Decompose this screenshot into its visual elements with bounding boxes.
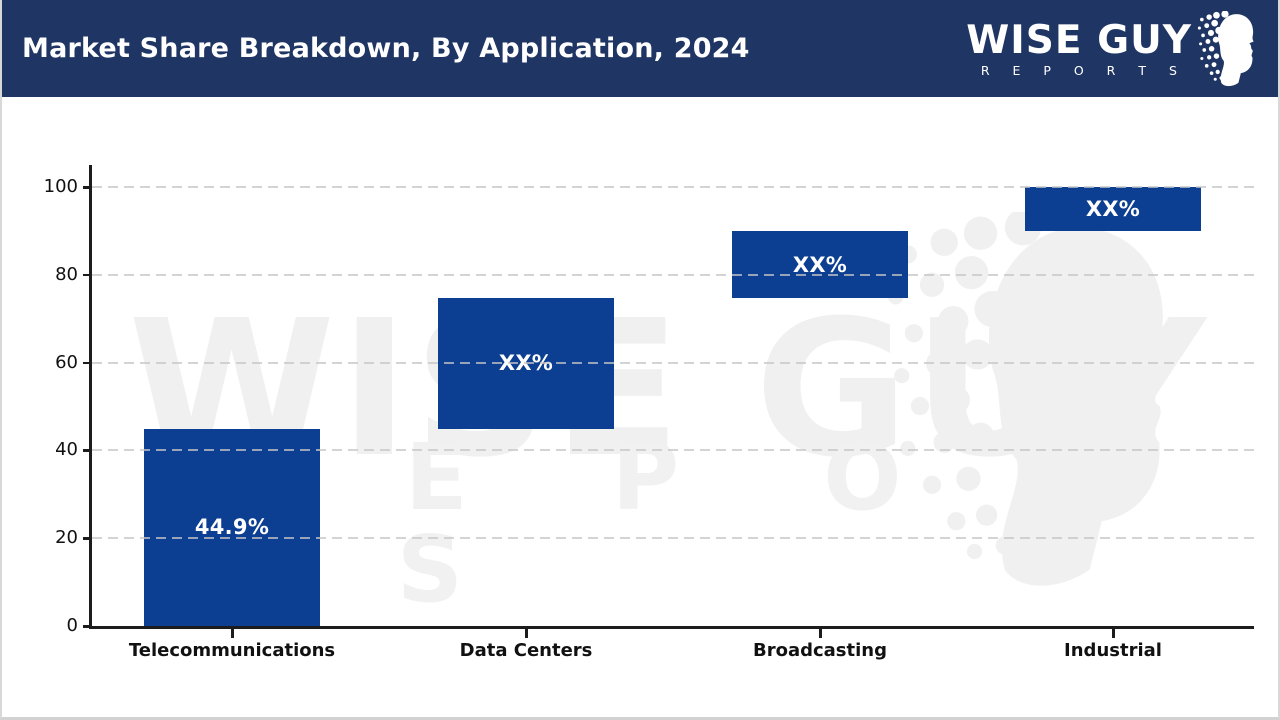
bar-value-label: 44.9% — [194, 515, 270, 540]
gridline — [92, 361, 1254, 364]
y-tick-label: 40 — [55, 439, 78, 461]
y-tick — [83, 273, 92, 277]
y-tick — [83, 537, 92, 540]
bar-value-label: XX% — [792, 252, 848, 277]
gridline — [92, 186, 1254, 188]
gridline — [92, 537, 1254, 540]
x-tick — [525, 629, 528, 638]
gridline — [92, 449, 1254, 452]
page-title: Market Share Breakdown, By Application, … — [22, 33, 750, 64]
y-tick — [83, 361, 92, 365]
x-category-label: Industrial — [1064, 640, 1162, 661]
y-tick-label: 0 — [66, 615, 78, 636]
bar-value-label: XX% — [1085, 197, 1141, 222]
logo-text: WISE GUY R E P O R T S — [966, 21, 1192, 78]
x-tick — [819, 629, 822, 638]
x-axis — [89, 626, 1254, 629]
y-tick-label: 60 — [55, 351, 78, 373]
y-tick-label: 20 — [55, 527, 78, 549]
x-category-label: Telecommunications — [128, 640, 336, 661]
x-category-label: Data Centers — [459, 640, 593, 661]
y-tick-label: 80 — [55, 263, 78, 285]
y-tick — [83, 625, 92, 628]
gridline — [92, 273, 1254, 276]
wiseguy-head-icon — [1194, 10, 1256, 89]
y-axis — [89, 165, 92, 629]
logo-reports: R E P O R T S — [980, 63, 1187, 78]
header-bar: Market Share Breakdown, By Application, … — [2, 0, 1278, 97]
bar-broadcasting: XX% — [732, 231, 908, 299]
bar-industrial: XX% — [1025, 187, 1201, 232]
y-tick-label: 100 — [43, 176, 78, 197]
y-tick — [83, 186, 92, 189]
x-tick — [1112, 629, 1115, 638]
y-tick — [83, 449, 92, 452]
logo-wordmark: WISE GUY — [966, 18, 1192, 63]
x-tick — [231, 629, 234, 638]
wiseguy-logo: WISE GUY R E P O R T S — [966, 10, 1256, 89]
x-category-label: Broadcasting — [753, 640, 887, 661]
bar-telecommunications: 44.9% — [144, 428, 320, 626]
